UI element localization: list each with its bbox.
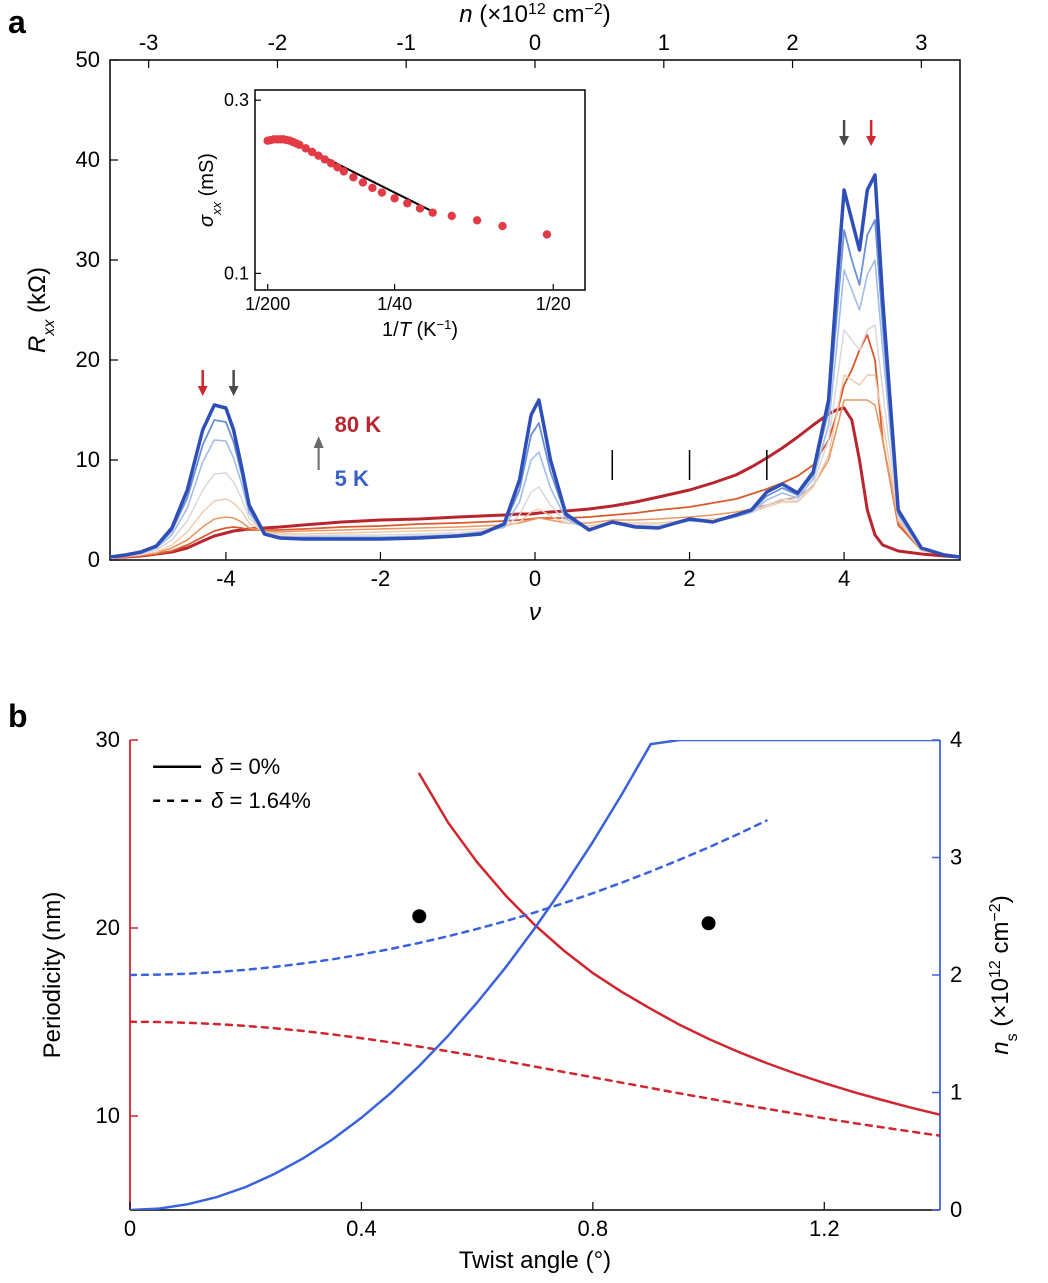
svg-text:0.8: 0.8	[578, 1216, 609, 1241]
svg-text:0.3: 0.3	[224, 90, 249, 110]
svg-text:2: 2	[950, 962, 962, 987]
svg-text:0: 0	[124, 1216, 136, 1241]
svg-text:-1: -1	[396, 30, 416, 55]
svg-text:1/200: 1/200	[245, 294, 290, 314]
svg-text:30: 30	[96, 727, 120, 752]
svg-text:Rxx (kΩ): Rxx (kΩ)	[24, 267, 58, 353]
svg-text:1/20: 1/20	[536, 294, 571, 314]
svg-text:4: 4	[838, 566, 850, 591]
svg-text:Periodicity (nm): Periodicity (nm)	[39, 892, 66, 1059]
svg-text:δ = 0%: δ = 0%	[211, 754, 280, 779]
svg-text:20: 20	[96, 915, 120, 940]
svg-text:σxx (mS): σxx (mS)	[196, 153, 224, 227]
svg-text:0: 0	[529, 566, 541, 591]
svg-text:30: 30	[76, 247, 100, 272]
svg-text:40: 40	[76, 147, 100, 172]
svg-text:80 K: 80 K	[335, 412, 382, 437]
svg-text:4: 4	[950, 727, 962, 752]
svg-text:20: 20	[76, 347, 100, 372]
svg-text:-3: -3	[139, 30, 159, 55]
panel-b-label-text: b	[8, 698, 28, 734]
svg-text:1/40: 1/40	[377, 294, 412, 314]
chart-svg: -4-2024ν-3-2-10123n (×1012 cm−2)01020304…	[0, 0, 1048, 1278]
svg-text:0: 0	[529, 30, 541, 55]
svg-text:δ = 1.64%: δ = 1.64%	[211, 788, 311, 813]
panel-a-label: a	[8, 4, 26, 41]
panel-b-label: b	[8, 698, 28, 735]
svg-text:1: 1	[950, 1080, 962, 1105]
svg-text:Twist angle (°): Twist angle (°)	[459, 1247, 611, 1274]
svg-text:0.1: 0.1	[224, 263, 249, 283]
svg-text:0: 0	[88, 547, 100, 572]
svg-text:-2: -2	[371, 566, 391, 591]
svg-text:50: 50	[76, 47, 100, 72]
svg-text:5 K: 5 K	[335, 466, 369, 491]
svg-text:3: 3	[915, 30, 927, 55]
svg-text:10: 10	[76, 447, 100, 472]
svg-text:ν: ν	[529, 599, 541, 626]
panel-a-label-text: a	[8, 4, 26, 40]
svg-text:0.4: 0.4	[346, 1216, 377, 1241]
svg-text:10: 10	[96, 1103, 120, 1128]
svg-text:n (×1012 cm−2): n (×1012 cm−2)	[459, 1, 610, 29]
svg-text:ns (×1012 cm−2): ns (×1012 cm−2)	[987, 895, 1021, 1054]
svg-text:2: 2	[786, 30, 798, 55]
svg-text:1.2: 1.2	[809, 1216, 840, 1241]
svg-text:-2: -2	[268, 30, 288, 55]
svg-text:-4: -4	[216, 566, 236, 591]
svg-text:1/T (K−1): 1/T (K−1)	[382, 317, 458, 342]
svg-text:0: 0	[950, 1197, 962, 1222]
svg-text:3: 3	[950, 845, 962, 870]
svg-text:1: 1	[658, 30, 670, 55]
svg-text:2: 2	[683, 566, 695, 591]
figure-root: a b -4-2024ν-3-2-10123n (×1012 cm−2)0102…	[0, 0, 1048, 1278]
